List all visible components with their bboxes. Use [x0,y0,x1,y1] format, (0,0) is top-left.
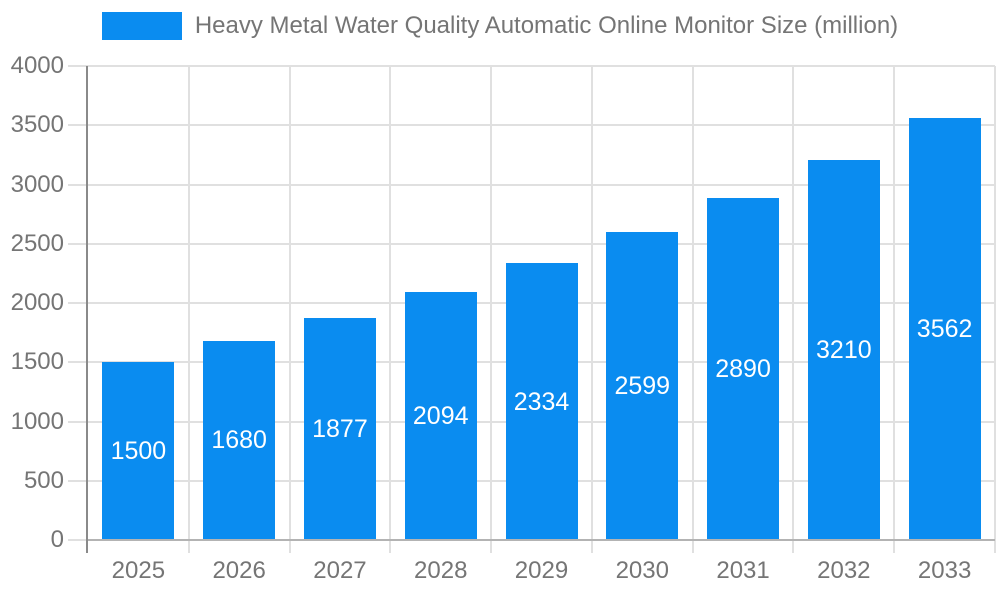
y-axis-label-500: 500 [23,466,64,494]
y-axis-label-3000: 3000 [10,170,64,198]
bar-2031[interactable]: 2890 [707,197,780,540]
bar-value-label-2025: 1500 [110,437,167,466]
gridline-y-4000 [68,65,995,67]
bar-value-label-2026: 1680 [211,426,267,455]
bar-2028[interactable]: 2094 [404,291,477,540]
bar-value-label-2027: 1877 [312,414,368,443]
x-axis-label-2032: 2032 [817,557,871,584]
y-axis-line [86,66,88,553]
bar-2029[interactable]: 2334 [505,263,578,540]
x-axis-label-2025: 2025 [111,557,166,584]
y-axis-labels: 0 500 1000 1500 2000 2500 3000 3500 4000 [0,52,64,553]
y-axis-label-1500: 1500 [10,348,64,376]
gridline-x-8 [893,66,896,553]
gridline-x-1 [187,66,190,553]
plot-area: 1500 1680 1877 2094 2334 2599 2890 3210 3562 [68,65,996,553]
bar-2030[interactable]: 2599 [606,232,679,540]
x-axis-label-2026: 2026 [212,557,266,584]
y-axis-label-2500: 2500 [10,229,64,257]
bar-2025[interactable]: 1500 [102,362,175,540]
gridline-x-9 [994,66,996,553]
x-axis-line [88,539,995,541]
x-axis-label-2031: 2031 [716,557,770,584]
bar-2033[interactable]: 3562 [908,117,981,540]
y-axis-label-1000: 1000 [10,407,64,435]
x-axis-label-2027: 2027 [313,557,367,584]
gridline-y-3500 [68,124,995,127]
bar-value-label-2028: 2094 [412,401,469,430]
y-axis-label-0: 0 [50,526,64,553]
x-axis-label-2033: 2033 [917,557,972,584]
y-axis-label-2000: 2000 [10,289,64,316]
y-axis-label-4000: 4000 [10,52,64,79]
gridline-x-2 [288,66,291,553]
bar-value-label-2030: 2599 [614,372,671,401]
gridline-x-5 [590,66,593,553]
gridline-x-7 [792,66,795,553]
x-axis-label-2029: 2029 [514,557,569,584]
gridline-y-2500 [68,242,995,245]
bar-value-label-2033: 3562 [916,314,973,343]
x-axis-labels: 2025 2026 2027 2028 2029 2030 2031 2032 2033 [88,540,995,595]
gridline-x-6 [691,66,694,553]
bar-value-label-2029: 2334 [513,387,570,416]
x-axis-label-2028: 2028 [414,557,468,584]
legend-label[interactable]: Heavy Metal Water Quality Automatic Onli… [194,12,899,39]
gridline-x-4 [490,66,493,553]
legend: Heavy Metal Water Quality Automatic Onli… [0,12,1000,40]
bar-value-label-2031: 2890 [715,354,771,383]
gridline-y-3000 [68,183,995,186]
bar-2027[interactable]: 1877 [303,317,376,540]
y-axis-label-3500: 3500 [10,111,64,139]
x-axis-label-2030: 2030 [615,557,669,584]
bar-2026[interactable]: 1680 [203,340,276,540]
legend-swatch-icon[interactable] [101,12,182,40]
bar-value-label-2032: 3210 [816,335,872,364]
gridline-x-3 [389,66,392,553]
bar-2032[interactable]: 3210 [807,159,880,540]
